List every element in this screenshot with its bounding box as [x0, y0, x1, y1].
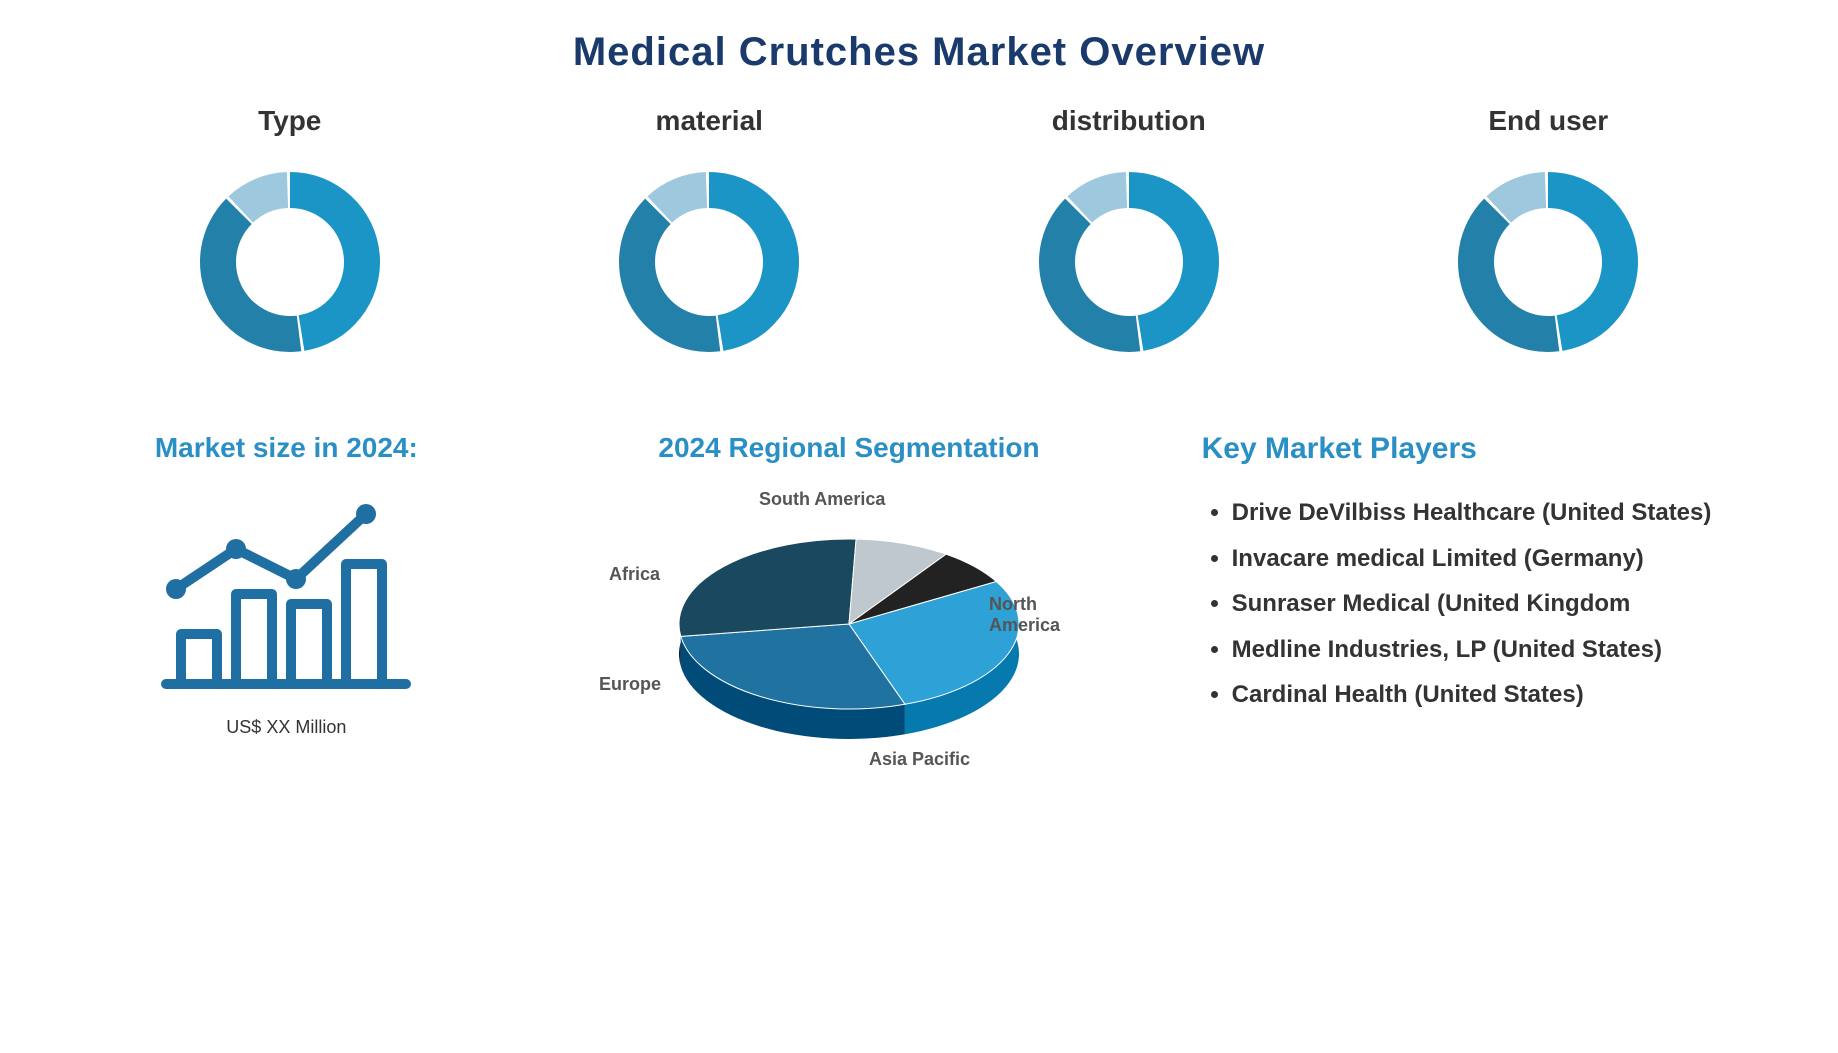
donut-label: distribution: [1052, 105, 1206, 137]
market-size-value: US$ XX Million: [226, 714, 346, 741]
player-item: Cardinal Health (United States): [1232, 678, 1762, 712]
player-item: Medline Industries, LP (United States): [1232, 633, 1762, 667]
market-size-block: Market size in 2024: US$ XX Million: [76, 432, 496, 741]
regional-pie-title: 2024 Regional Segmentation: [658, 432, 1039, 464]
player-item: Drive DeVilbiss Healthcare (United State…: [1232, 496, 1762, 530]
donut-chart: [180, 152, 400, 372]
pie-label: Africa: [609, 564, 660, 585]
donut-distribution: distribution: [979, 105, 1279, 372]
bottom-row: Market size in 2024: US$ XX Million 2024…: [40, 432, 1798, 774]
pie-label: North America: [989, 594, 1079, 636]
bar-trend-icon: [156, 494, 416, 694]
key-players-block: Key Market Players Drive DeVilbiss Healt…: [1202, 432, 1762, 724]
donut-label: Type: [258, 105, 321, 137]
pie-label: Asia Pacific: [869, 749, 970, 770]
donut-type: Type: [140, 105, 440, 372]
pie-label: Europe: [599, 674, 661, 695]
donut-end-user: End user: [1398, 105, 1698, 372]
page-title: Medical Crutches Market Overview: [0, 0, 1838, 75]
player-item: Sunraser Medical (United Kingdom: [1232, 587, 1762, 621]
donut-label: End user: [1488, 105, 1608, 137]
donut-chart: [599, 152, 819, 372]
donut-chart: [1438, 152, 1658, 372]
donut-label: material: [656, 105, 763, 137]
regional-pie-wrap: North AmericaAsia PacificEuropeAfricaSou…: [619, 494, 1079, 774]
donuts-row: Type material distribution End user: [80, 105, 1758, 372]
key-players-list: Drive DeVilbiss Healthcare (United State…: [1202, 496, 1762, 712]
regional-pie-block: 2024 Regional Segmentation North America…: [569, 432, 1129, 774]
player-item: Invacare medical Limited (Germany): [1232, 542, 1762, 576]
key-players-title: Key Market Players: [1202, 432, 1762, 466]
donut-chart: [1019, 152, 1239, 372]
market-size-title: Market size in 2024:: [155, 432, 418, 464]
pie-label: South America: [759, 489, 885, 510]
donut-material: material: [559, 105, 859, 372]
